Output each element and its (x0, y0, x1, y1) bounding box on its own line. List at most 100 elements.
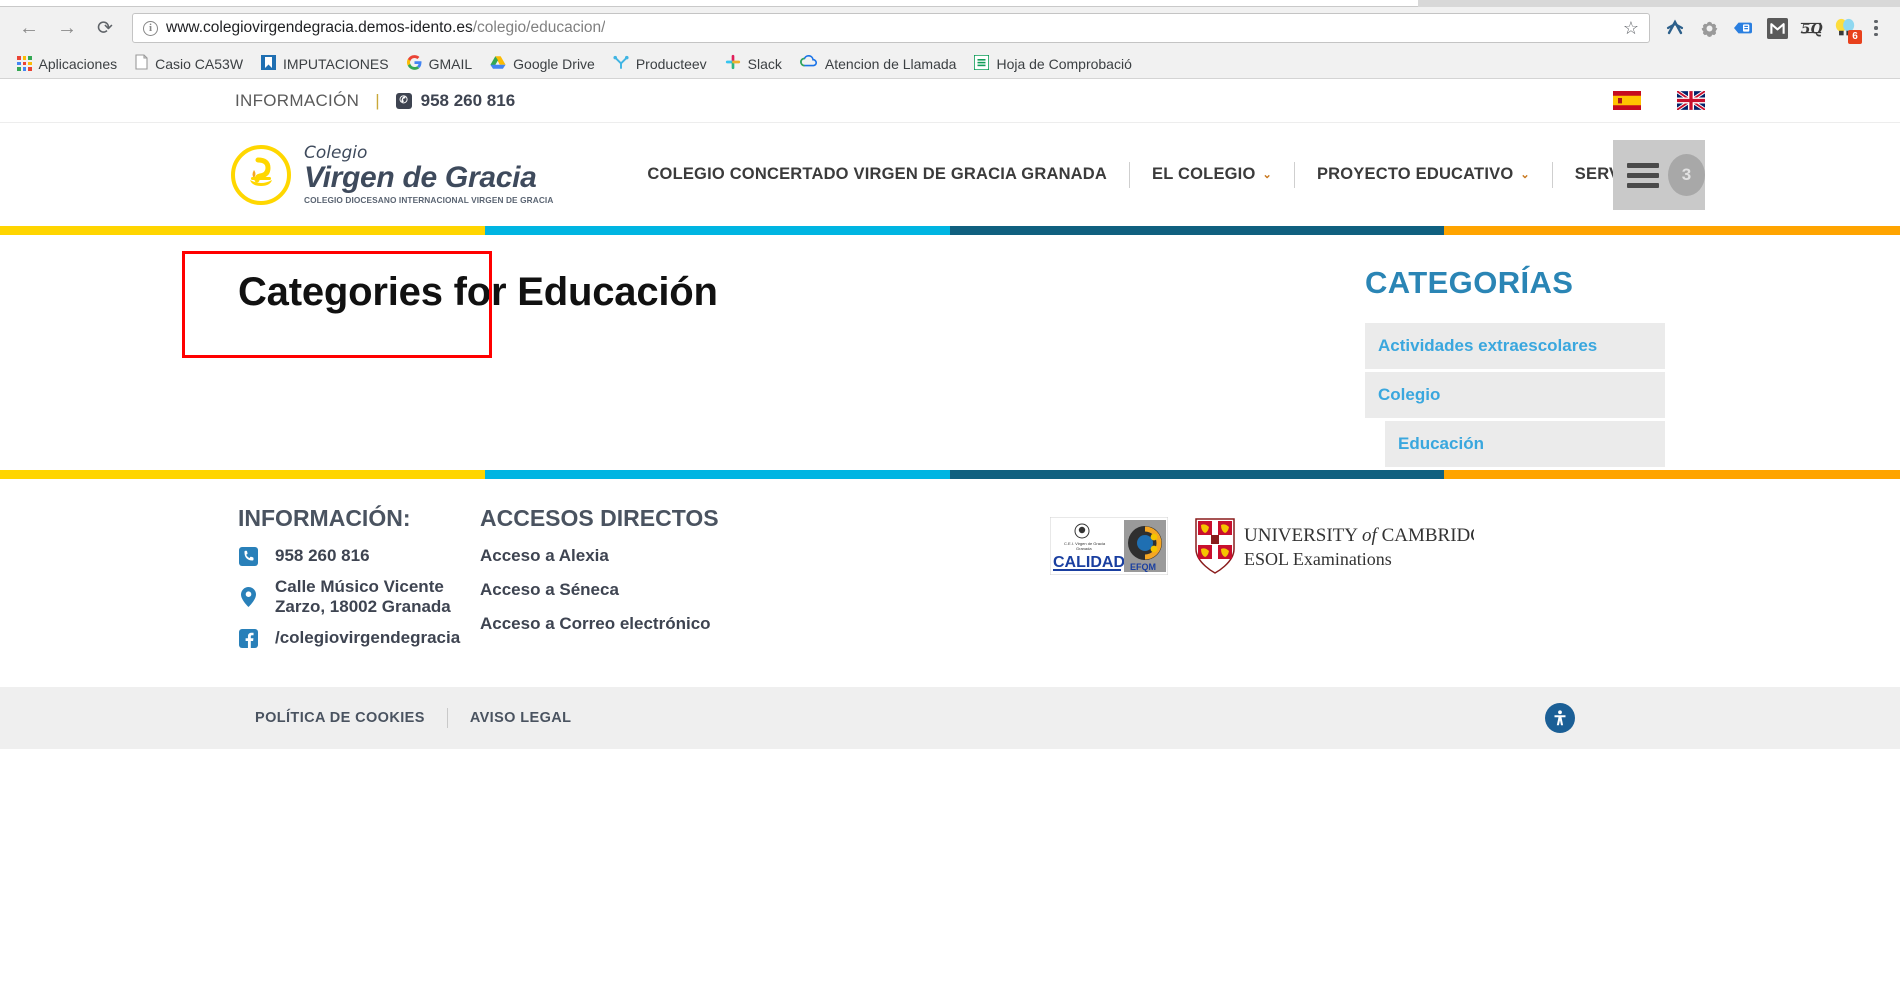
cart-count-badge[interactable]: 3 (1668, 154, 1705, 196)
footer-quicklinks-heading: ACCESOS DIRECTOS (480, 505, 719, 531)
accessibility-icon[interactable] (1545, 703, 1575, 733)
gear-icon[interactable] (1694, 13, 1724, 43)
bookmark-hoja-comprobacion[interactable]: Hoja de Comprobació (965, 52, 1140, 76)
footer-facebook-handle: /colegiovirgendegracia (275, 628, 461, 647)
page-title: Categories for Educación (238, 270, 718, 314)
bulbs-icon[interactable]: 6 (1830, 13, 1862, 44)
footer-facebook-row[interactable]: /colegiovirgendegracia (238, 628, 480, 648)
content-main-column: Categories for Educación (0, 235, 1365, 470)
back-button[interactable]: ← (19, 17, 39, 39)
nav-item-proyecto-educativo[interactable]: PROYECTO EDUCATIVO ⌄ (1295, 165, 1552, 184)
bookmark-label: Hoja de Comprobació (996, 55, 1132, 72)
link-aviso-legal[interactable]: AVISO LEGAL (469, 710, 572, 726)
bookmark-label: GMAIL (428, 55, 473, 72)
bookmark-star-icon[interactable]: ☆ (1622, 17, 1639, 38)
url-path: /colegio/educacion/ (472, 19, 606, 36)
nav-item-el-colegio[interactable]: EL COLEGIO ⌄ (1130, 165, 1294, 184)
bookmark-gmail[interactable]: GMAIL (398, 52, 482, 76)
website-viewport: INFORMACIÓN | ✆ 958 260 816 (0, 79, 1900, 749)
svg-text:UNIVERSITY of CAMBRIDGE: UNIVERSITY of CAMBRIDGE (1244, 525, 1474, 546)
footer-logos-column: C.E.I. Virgen de Gracia Granada CALIDAD … (910, 505, 1900, 659)
sidebar-item-educacion[interactable]: Educación (1385, 421, 1665, 467)
site-info-icon[interactable]: i (143, 20, 158, 36)
url-text: www.colegiovirgendegracia.demos-idento.e… (166, 19, 605, 37)
bookmark-slack[interactable]: Slack (716, 51, 791, 76)
strip-segment-teal (950, 226, 1444, 235)
logo-line-3: COLEGIO DIOCESANO INTERNACIONAL VIRGEN D… (304, 194, 554, 205)
sidebar-item-label: Colegio (1378, 385, 1441, 404)
svg-text:C.E.I. Virgen de Gracia: C.E.I. Virgen de Gracia (1064, 541, 1106, 546)
sidebar-item-actividades-extraescolares[interactable]: Actividades extraescolares (1365, 323, 1665, 369)
apps-grid-icon (17, 56, 32, 71)
bottom-divider (446, 708, 448, 728)
chrome-menu-icon[interactable] (1864, 19, 1888, 37)
flag-spain-icon[interactable] (1613, 91, 1641, 110)
mailbird-icon[interactable] (1762, 13, 1792, 43)
nav-divider (1551, 161, 1553, 188)
site-top-bar: INFORMACIÓN | ✆ 958 260 816 (0, 79, 1900, 123)
bookmark-label: Casio CA53W (155, 55, 244, 72)
footer-info-column: INFORMACIÓN: 958 260 816 Calle Músico Vi… (0, 505, 480, 659)
forward-button[interactable]: → (57, 17, 77, 39)
tag-icon[interactable] (1728, 13, 1758, 43)
footer-phone-number: 958 260 816 (275, 546, 370, 565)
cloud-icon (800, 54, 818, 72)
top-phone-number: 958 260 816 (420, 90, 516, 110)
strip-segment-yellow (0, 226, 485, 235)
sq-icon[interactable]: 5Q (1796, 13, 1826, 43)
sidebar-item-label: Actividades extraescolares (1378, 336, 1598, 355)
footer-phone-row[interactable]: 958 260 816 (238, 546, 480, 566)
bookmark-producteev[interactable]: Producteev (604, 52, 716, 76)
site-bottom-bar: POLÍTICA DE COOKIES AVISO LEGAL (0, 687, 1900, 749)
nav-label: EL COLEGIO (1152, 165, 1256, 183)
link-politica-de-cookies[interactable]: POLÍTICA DE COOKIES (255, 710, 425, 726)
strip-segment-cyan (484, 470, 950, 479)
bookmark-imputaciones[interactable]: IMPUTACIONES (252, 52, 398, 76)
facebook-icon (238, 628, 258, 648)
bookmark-label: Google Drive (513, 55, 595, 72)
sidebar-item-colegio[interactable]: Colegio (1365, 372, 1665, 418)
chevron-down-icon: ⌄ (1520, 169, 1530, 181)
site-logo[interactable]: Colegio Virgen de Gracia COLEGIO DIOCESA… (230, 144, 553, 206)
extension-badge-count: 6 (1848, 30, 1862, 44)
google-g-icon (406, 54, 422, 73)
strip-segment-yellow (0, 470, 485, 479)
bookmark-label: Aplicaciones (38, 55, 118, 72)
top-phone-link[interactable]: ✆ 958 260 816 (395, 90, 516, 111)
reload-button[interactable]: ⟳ (97, 17, 113, 39)
address-bar[interactable]: i www.colegiovirgendegracia.demos-idento… (132, 13, 1650, 43)
footer-address-row[interactable]: Calle Músico Vicente Zarzo, 18002 Granad… (238, 577, 480, 617)
svg-text:CALIDAD: CALIDAD (1053, 554, 1125, 571)
active-tab[interactable] (0, 0, 1418, 7)
url-domain: www.colegiovirgendegracia.demos-idento.e… (166, 19, 473, 36)
nav-divider (1129, 161, 1131, 188)
nav-item-colegio-concertado[interactable]: COLEGIO CONCERTADO VIRGEN DE GRACIA GRAN… (625, 165, 1129, 184)
footer-link-alexia[interactable]: Acceso a Alexia (480, 546, 609, 565)
color-strip-top (0, 226, 1900, 235)
pocket-icon[interactable] (1660, 13, 1690, 43)
bookmark-atencion-llamada[interactable]: Atencion de Llamada (791, 52, 966, 75)
logo-line-2: Virgen de Gracia (304, 160, 537, 194)
bookmark-casio[interactable]: Casio CA53W (126, 51, 252, 76)
flag-uk-icon[interactable] (1675, 89, 1707, 112)
hamburger-menu-icon[interactable] (1627, 162, 1659, 188)
sidebar-item-label: Educación (1398, 434, 1484, 453)
producteev-icon (613, 55, 629, 73)
top-info-label: INFORMACIÓN (235, 90, 360, 110)
bookmark-google-drive[interactable]: Google Drive (481, 52, 604, 76)
language-switcher (1613, 89, 1707, 112)
strip-segment-teal (950, 470, 1444, 479)
footer-link-correo[interactable]: Acceso a Correo electrónico (480, 614, 711, 633)
site-footer: INFORMACIÓN: 958 260 816 Calle Músico Vi… (0, 479, 1900, 687)
footer-link-seneca[interactable]: Acceso a Séneca (480, 580, 619, 599)
nav-label: PROYECTO EDUCATIVO (1316, 165, 1514, 183)
bookmark-apps[interactable]: Aplicaciones (8, 53, 126, 75)
cambridge-esol-logo: UNIVERSITY of CAMBRIDGE ESOL Examination… (1192, 517, 1496, 580)
drive-icon (490, 55, 506, 73)
calidad-efqm-logo: C.E.I. Virgen de Gracia Granada CALIDAD … (1049, 516, 1169, 580)
logo-line-1: Colegio (304, 142, 368, 163)
site-header: Colegio Virgen de Gracia COLEGIO DIOCESA… (0, 123, 1900, 226)
strip-segment-orange (1444, 470, 1900, 479)
bookmarks-bar: Aplicaciones Casio CA53W IMPUTACIONES GM… (0, 49, 1900, 79)
location-pin-icon (238, 587, 258, 607)
